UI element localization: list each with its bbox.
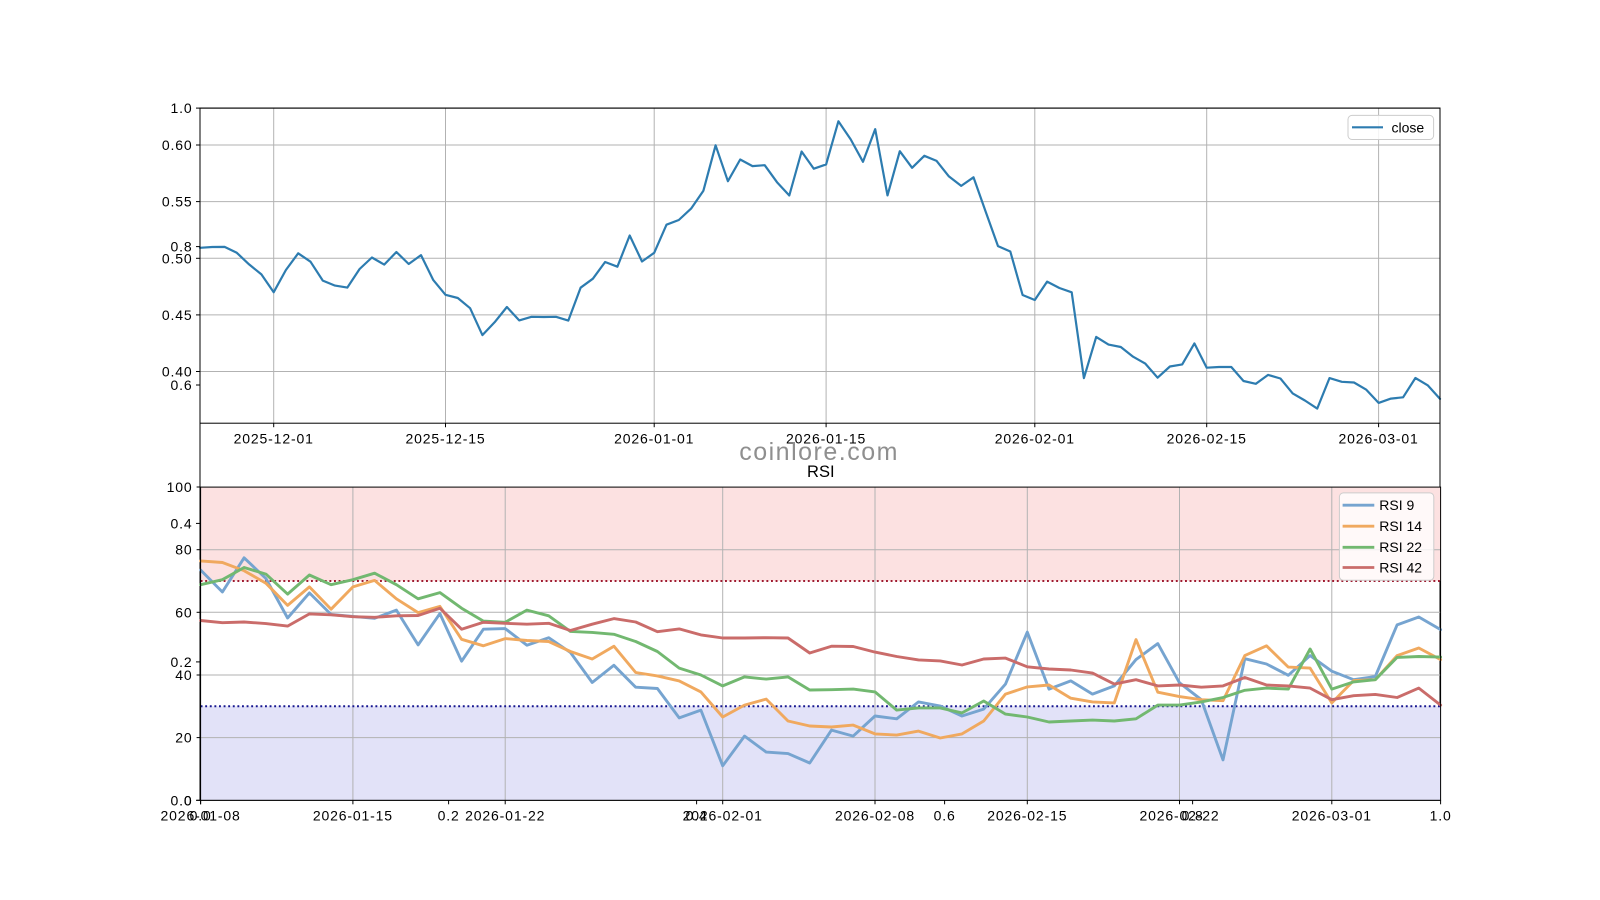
svg-text:0.40: 0.40	[162, 364, 193, 380]
svg-text:RSI 14: RSI 14	[1379, 518, 1422, 534]
svg-text:20: 20	[175, 730, 192, 746]
svg-text:0.45: 0.45	[162, 307, 193, 323]
svg-text:2026-02-22: 2026-02-22	[1139, 807, 1219, 823]
svg-text:2026-01-15: 2026-01-15	[313, 807, 393, 823]
svg-text:2026-02-01: 2026-02-01	[683, 807, 763, 823]
svg-text:2026-02-08: 2026-02-08	[835, 807, 915, 823]
svg-text:0.50: 0.50	[162, 250, 193, 266]
svg-text:RSI 42: RSI 42	[1379, 559, 1422, 575]
svg-text:0.0: 0.0	[190, 807, 212, 823]
svg-text:RSI 22: RSI 22	[1379, 539, 1422, 555]
svg-text:0.8: 0.8	[1182, 807, 1204, 823]
svg-text:2026-01-01: 2026-01-01	[614, 430, 694, 446]
svg-text:2026-03-01: 2026-03-01	[1292, 807, 1372, 823]
svg-text:2026-01-08: 2026-01-08	[161, 807, 241, 823]
svg-text:80: 80	[175, 542, 192, 558]
svg-text:100: 100	[167, 479, 193, 495]
svg-text:close: close	[1392, 120, 1425, 136]
svg-text:0.4: 0.4	[686, 807, 708, 823]
svg-text:40: 40	[175, 667, 192, 683]
svg-text:0.6: 0.6	[934, 807, 956, 823]
svg-text:0.55: 0.55	[162, 194, 193, 210]
svg-text:RSI: RSI	[807, 463, 835, 481]
svg-text:0: 0	[184, 792, 193, 808]
svg-text:1.0: 1.0	[170, 100, 192, 116]
svg-text:2026-01-15: 2026-01-15	[786, 430, 866, 446]
svg-text:2026-02-15: 2026-02-15	[1167, 430, 1247, 446]
svg-text:60: 60	[175, 604, 192, 620]
svg-text:2026-02-01: 2026-02-01	[995, 430, 1075, 446]
svg-text:0.8: 0.8	[170, 239, 192, 255]
svg-text:0.6: 0.6	[170, 377, 192, 393]
svg-text:0.0: 0.0	[170, 792, 192, 808]
svg-text:coinlore.com: coinlore.com	[739, 438, 899, 466]
svg-text:0.2: 0.2	[170, 654, 192, 670]
svg-text:0.4: 0.4	[170, 515, 192, 531]
svg-text:0.60: 0.60	[162, 137, 193, 153]
svg-text:1.0: 1.0	[1430, 807, 1452, 823]
svg-text:0.2: 0.2	[438, 807, 460, 823]
svg-text:2026-03-01: 2026-03-01	[1339, 430, 1419, 446]
svg-text:RSI 9: RSI 9	[1379, 497, 1414, 513]
svg-text:2025-12-15: 2025-12-15	[405, 430, 485, 446]
svg-text:2025-12-01: 2025-12-01	[234, 430, 314, 446]
svg-text:2026-01-22: 2026-01-22	[465, 807, 545, 823]
svg-text:2026-02-15: 2026-02-15	[987, 807, 1067, 823]
